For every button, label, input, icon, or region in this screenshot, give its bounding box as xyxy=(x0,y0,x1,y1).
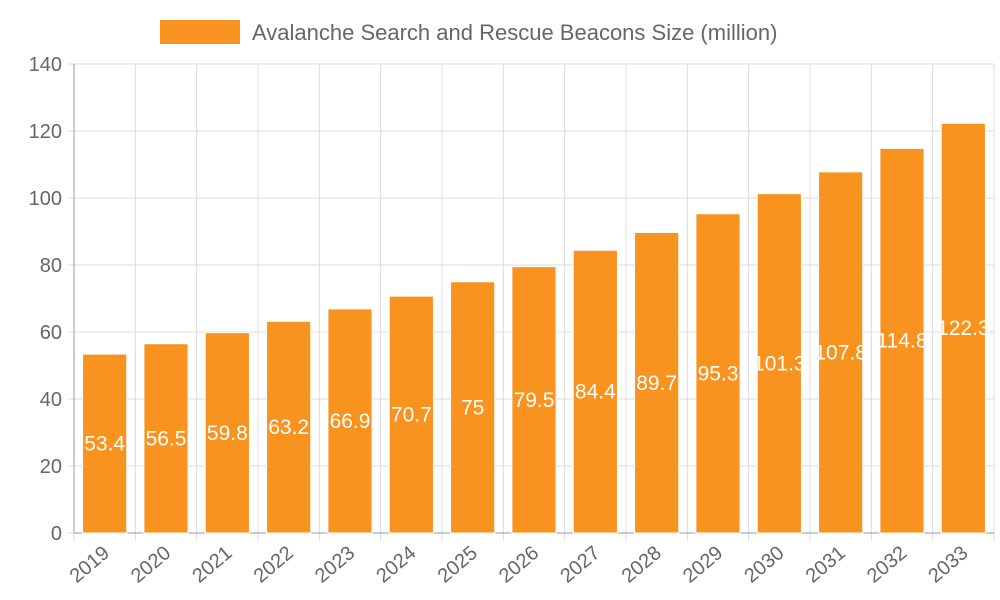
x-tick-label: 2027 xyxy=(556,542,604,587)
x-tick-label: 2028 xyxy=(618,542,666,587)
bar-2028[interactable] xyxy=(634,232,680,534)
x-tick-label: 2019 xyxy=(66,542,114,587)
bar-2027[interactable] xyxy=(572,249,618,534)
bar-value-label: 75 xyxy=(461,396,484,419)
bar-value-label: 122.3 xyxy=(937,317,990,340)
legend-swatch xyxy=(160,20,240,44)
bar-2019[interactable] xyxy=(82,353,128,534)
x-tick-label: 2026 xyxy=(495,542,543,587)
x-tick-label: 2023 xyxy=(311,542,359,587)
x-tick-label: 2032 xyxy=(863,542,911,587)
bar-value-label: 114.8 xyxy=(877,330,928,353)
bar-2022[interactable] xyxy=(266,320,312,534)
bar-value-label: 66.9 xyxy=(330,410,371,433)
x-tick-label: 2025 xyxy=(434,542,482,587)
legend-label: Avalanche Search and Rescue Beacons Size… xyxy=(252,20,777,45)
bar-2021[interactable] xyxy=(204,332,250,534)
x-tick-label: 2024 xyxy=(372,542,420,587)
bar-value-label: 70.7 xyxy=(391,404,432,427)
bar-2030[interactable] xyxy=(756,193,802,534)
bar-2020[interactable] xyxy=(143,343,189,534)
y-tick-label: 0 xyxy=(51,523,62,545)
x-tick-label: 2021 xyxy=(188,542,236,587)
bar-2031[interactable] xyxy=(818,171,864,534)
y-tick-label: 120 xyxy=(29,121,62,143)
x-tick-label: 2029 xyxy=(679,542,727,587)
bar-value-label: 79.5 xyxy=(514,389,555,412)
bar-value-label: 63.2 xyxy=(268,416,309,439)
x-tick-label: 2033 xyxy=(924,542,972,587)
bar-value-label: 107.8 xyxy=(814,341,867,364)
legend[interactable]: Avalanche Search and Rescue Beacons Size… xyxy=(160,20,777,45)
x-axis-ticks: 2019 2020 2021 2022 2023 2024 2025 2026 2027 2028… xyxy=(66,542,973,587)
x-tick-label: 2031 xyxy=(802,542,850,587)
x-tick-label: 2022 xyxy=(250,542,298,587)
bar-value-label: 101.3 xyxy=(753,352,806,375)
gridlines xyxy=(68,63,995,541)
bar-2029[interactable] xyxy=(695,213,741,534)
y-tick-label: 80 xyxy=(40,255,62,277)
bar-value-label: 89.7 xyxy=(636,372,677,395)
bar-2032[interactable] xyxy=(879,147,925,534)
bar-value-label: 59.8 xyxy=(207,422,248,445)
x-tick-label: 2030 xyxy=(740,542,788,587)
bar-2026[interactable] xyxy=(511,266,557,534)
bar-value-label: 56.5 xyxy=(146,427,187,450)
x-tick-label: 2020 xyxy=(127,542,175,587)
y-axis-ticks: 0 20 40 60 80 100 120 140 xyxy=(29,54,62,545)
bar-2025[interactable] xyxy=(450,281,496,534)
bar-2033[interactable] xyxy=(940,122,986,534)
y-tick-label: 100 xyxy=(29,188,62,210)
y-tick-label: 60 xyxy=(40,322,62,344)
y-tick-label: 140 xyxy=(29,54,62,76)
y-tick-label: 20 xyxy=(40,456,62,478)
bar-value-label: 95.3 xyxy=(698,362,739,385)
bar-labels: 53.4 56.5 59.8 63.2 66.9 70.7 75 79.5 84.4 89.7 95… xyxy=(84,317,989,455)
y-tick-label: 40 xyxy=(40,389,62,411)
bars xyxy=(82,122,986,534)
bar-2024[interactable] xyxy=(388,295,434,534)
bar-value-label: 53.4 xyxy=(84,433,125,456)
bar-value-label: 84.4 xyxy=(575,381,616,404)
bar-2023[interactable] xyxy=(327,308,373,534)
